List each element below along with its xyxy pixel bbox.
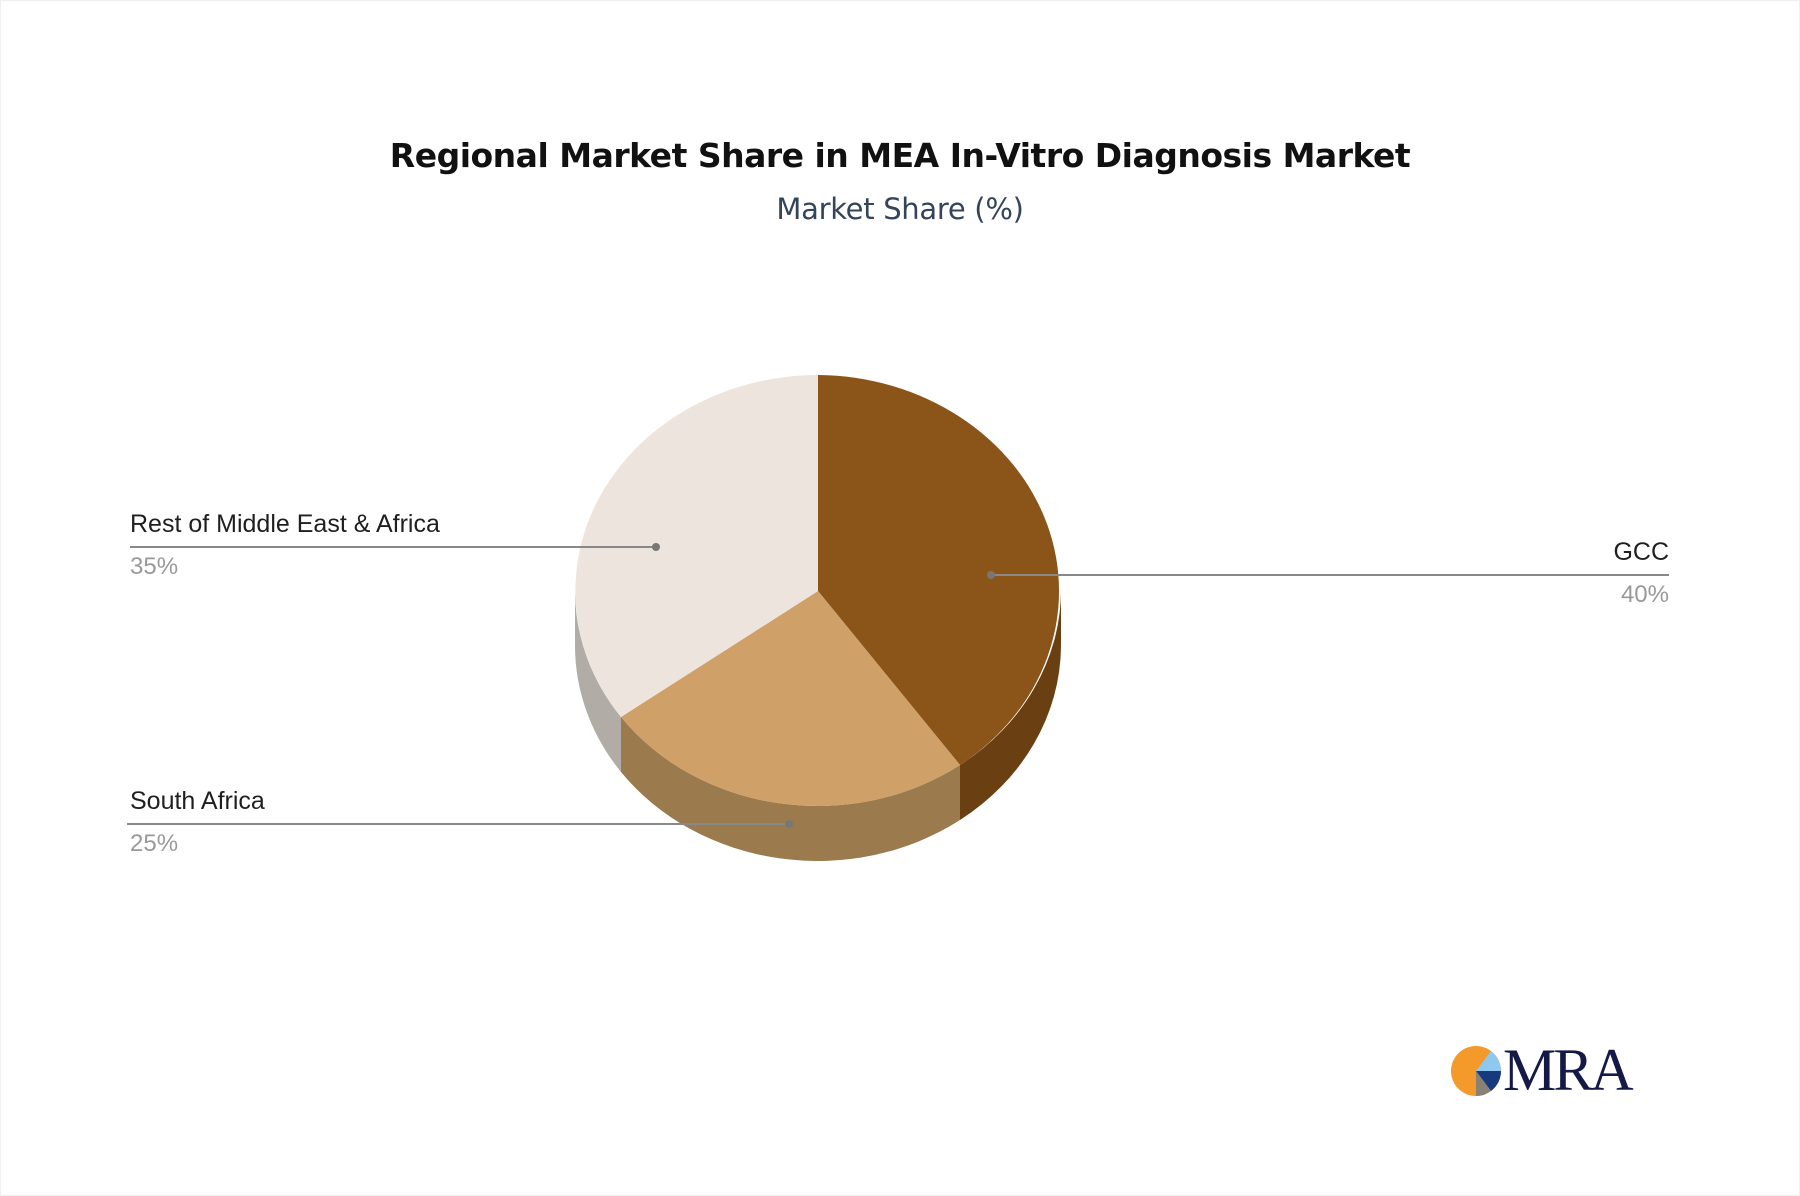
- label-gcc-name: GCC: [1613, 538, 1669, 566]
- leader-line-gcc: [987, 571, 1669, 579]
- chart-subtitle: Market Share (%): [776, 192, 1024, 226]
- pie-slice-gcc[interactable]: [818, 375, 1060, 765]
- logo-pie-icon: [1451, 1046, 1501, 1096]
- logo-text: MRA: [1503, 1037, 1634, 1103]
- leader-line-south-africa: [127, 820, 793, 828]
- label-south-africa-value: 25%: [130, 830, 179, 857]
- mra-logo: MRA: [1450, 1040, 1650, 1100]
- leader-line-rest: [130, 543, 660, 551]
- pie-slice-rest[interactable]: [575, 375, 818, 717]
- pie-side-rest: [575, 591, 621, 772]
- label-rest-value: 35%: [130, 553, 179, 580]
- label-south-africa-name: South Africa: [130, 787, 265, 815]
- chart-title: Regional Market Share in MEA In-Vitro Di…: [389, 136, 1411, 175]
- pie-slice-south-africa[interactable]: [621, 591, 960, 806]
- label-rest-name: Rest of Middle East & Africa: [130, 510, 440, 538]
- pie-side-gcc: [960, 591, 1061, 820]
- label-gcc-value: 40%: [1620, 581, 1669, 608]
